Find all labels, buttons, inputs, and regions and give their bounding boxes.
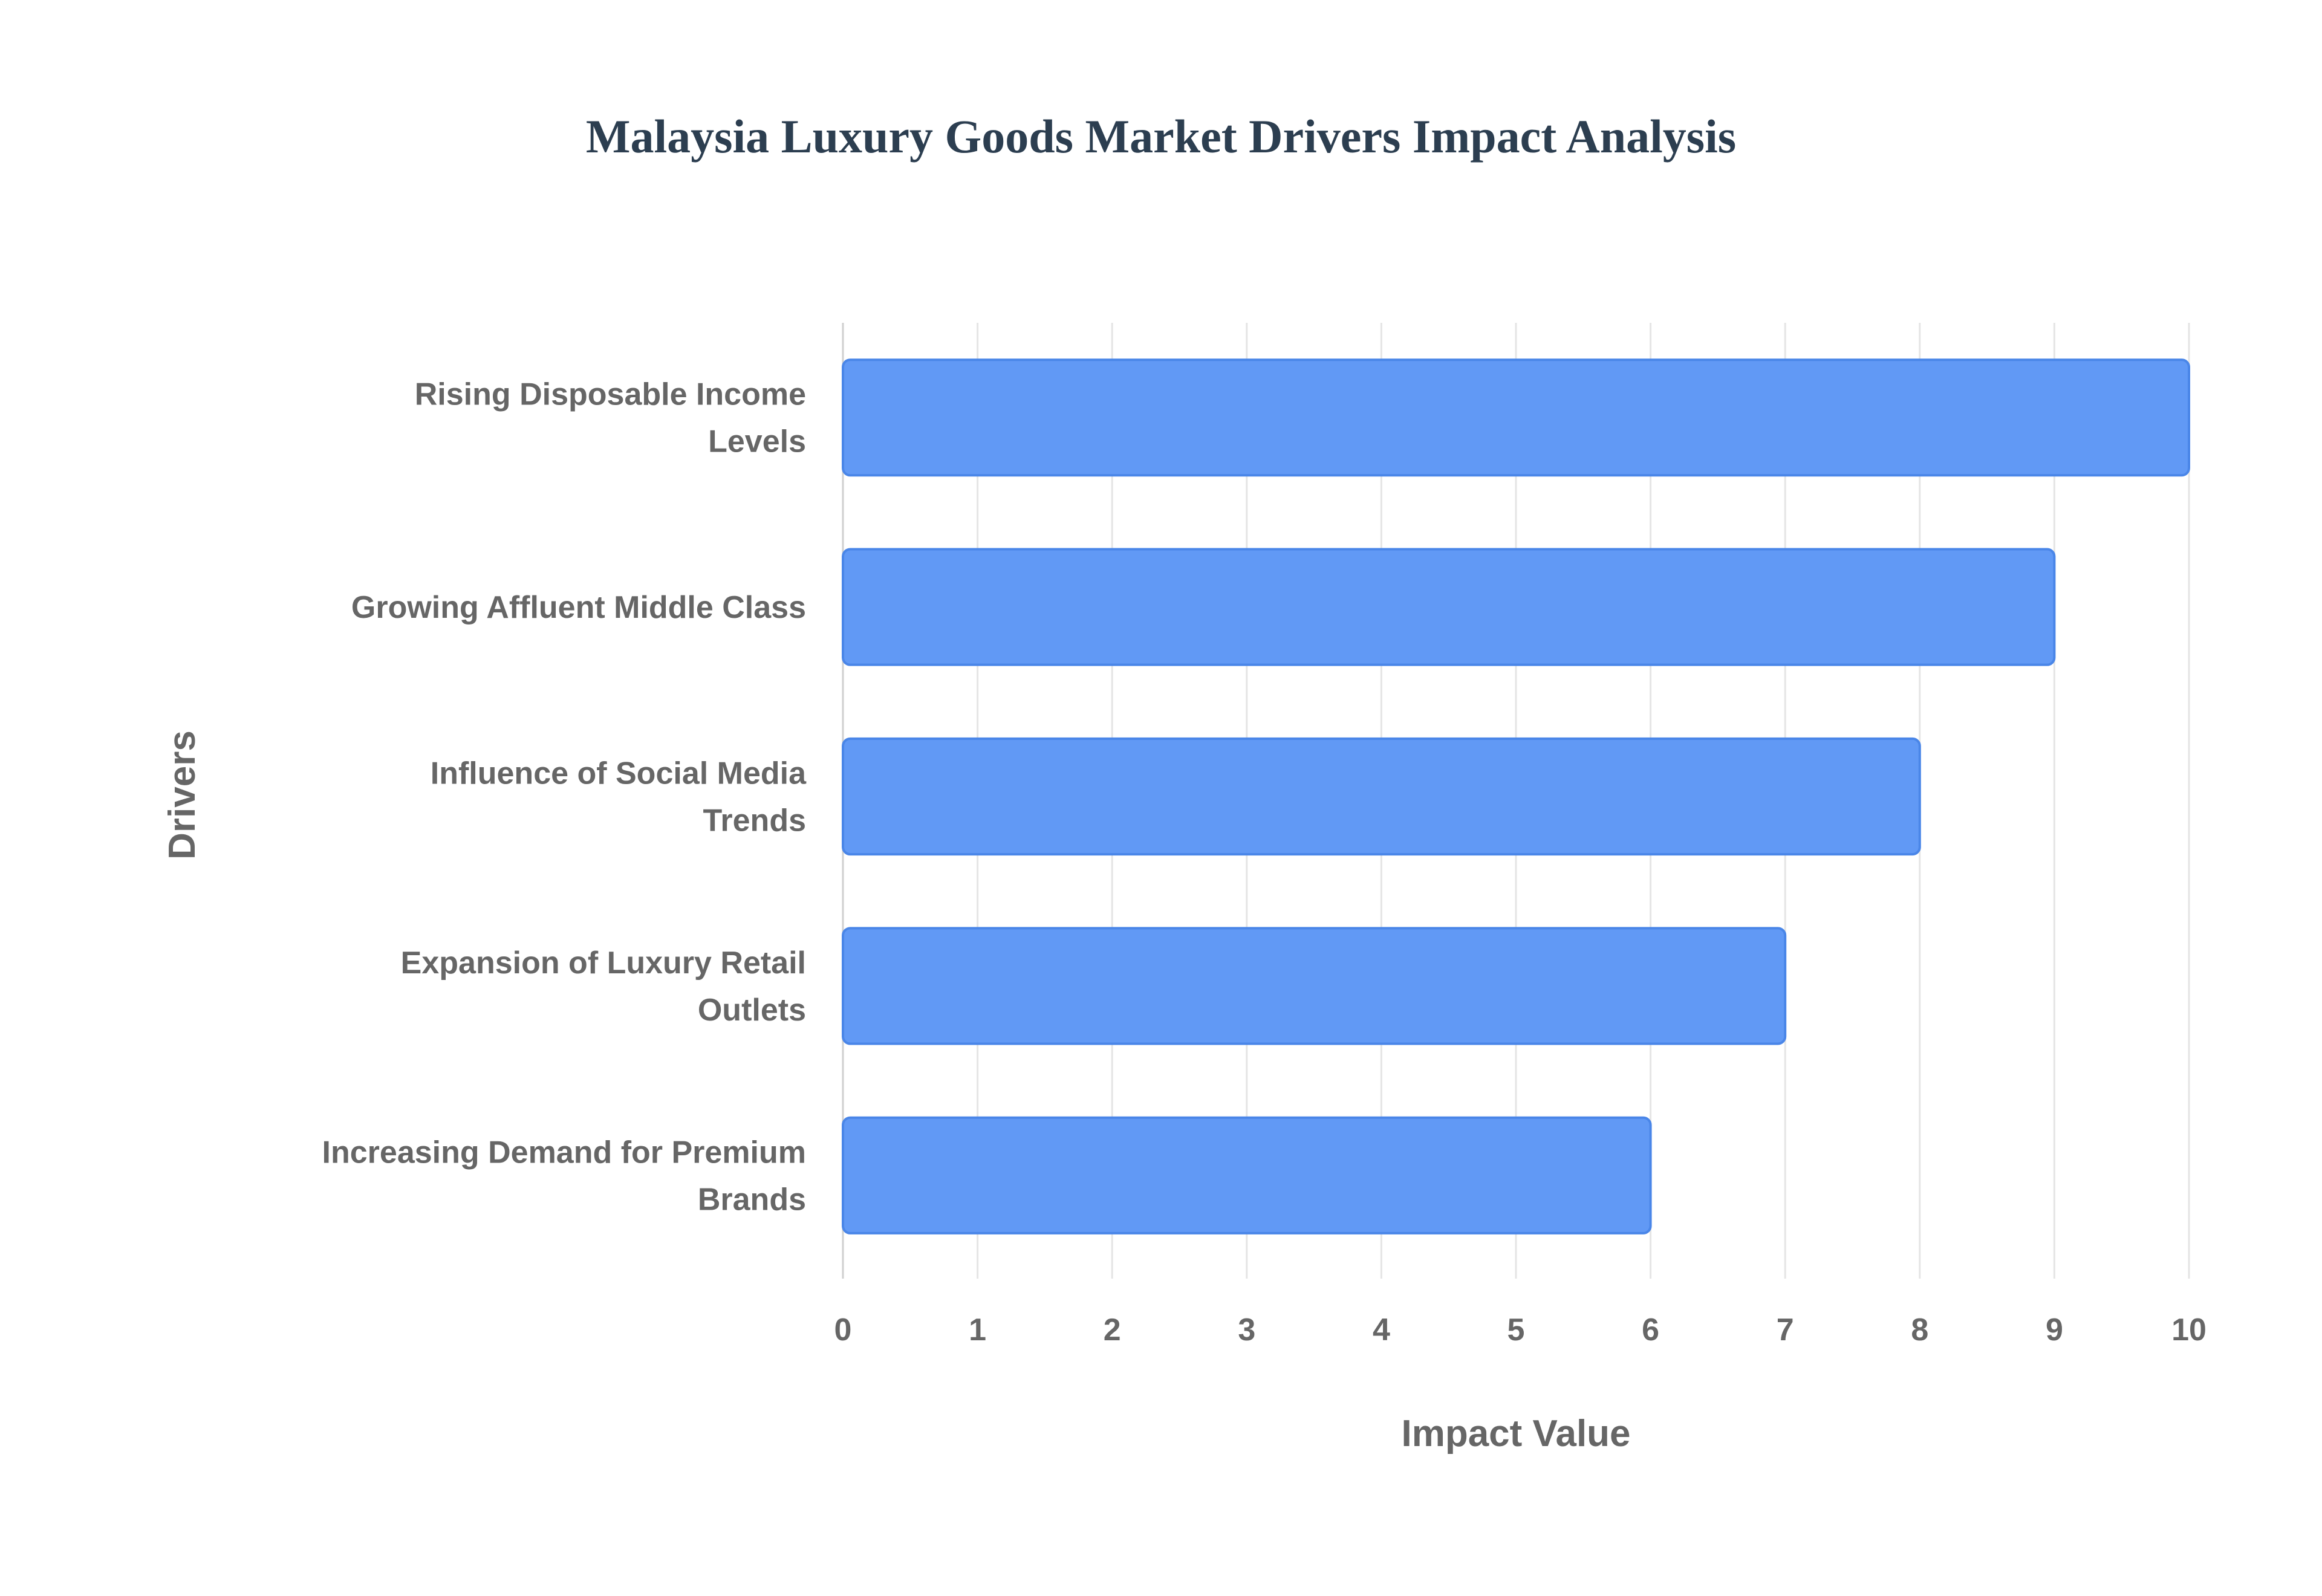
bar bbox=[842, 1116, 1652, 1234]
bar bbox=[842, 927, 1787, 1045]
y-axis-label: Drivers bbox=[161, 730, 203, 860]
x-tick-label: 3 bbox=[1238, 1312, 1255, 1348]
x-tick-label: 0 bbox=[834, 1312, 852, 1348]
x-axis-label: Impact Value bbox=[1401, 1413, 1630, 1455]
x-tick-label: 1 bbox=[969, 1312, 986, 1348]
x-tick-label: 6 bbox=[1642, 1312, 1659, 1348]
y-category-label: Trends bbox=[703, 803, 807, 839]
x-tick-label: 10 bbox=[2171, 1312, 2207, 1348]
chart-title: Malaysia Luxury Goods Market Drivers Imp… bbox=[586, 110, 1736, 163]
x-tick-labels: 0 1 2 3 4 5 6 7 8 9 10 bbox=[834, 1312, 2207, 1348]
y-category-label: Outlets bbox=[698, 993, 806, 1028]
bar bbox=[842, 358, 2190, 477]
y-category-label: Growing Affluent Middle Class bbox=[351, 590, 806, 625]
y-category-label: Influence of Social Media bbox=[431, 756, 807, 791]
bar bbox=[842, 737, 1921, 856]
x-tick-label: 5 bbox=[1507, 1312, 1525, 1348]
bar bbox=[842, 548, 2056, 666]
bars bbox=[842, 358, 2190, 1234]
x-tick-label: 7 bbox=[1777, 1312, 1794, 1348]
y-category-label: Increasing Demand for Premium bbox=[322, 1135, 806, 1170]
x-tick-label: 8 bbox=[1911, 1312, 1928, 1348]
y-category-label: Levels bbox=[708, 424, 806, 459]
y-category-label: Brands bbox=[698, 1182, 806, 1217]
y-category-label: Rising Disposable Income bbox=[415, 377, 806, 412]
x-tick-label: 9 bbox=[2046, 1312, 2063, 1348]
x-tick-label: 2 bbox=[1104, 1312, 1121, 1348]
x-tick-label: 4 bbox=[1373, 1312, 1390, 1348]
y-category-labels: Rising Disposable Income Levels Growing Af… bbox=[322, 377, 807, 1218]
y-category-label: Expansion of Luxury Retail bbox=[401, 946, 806, 981]
